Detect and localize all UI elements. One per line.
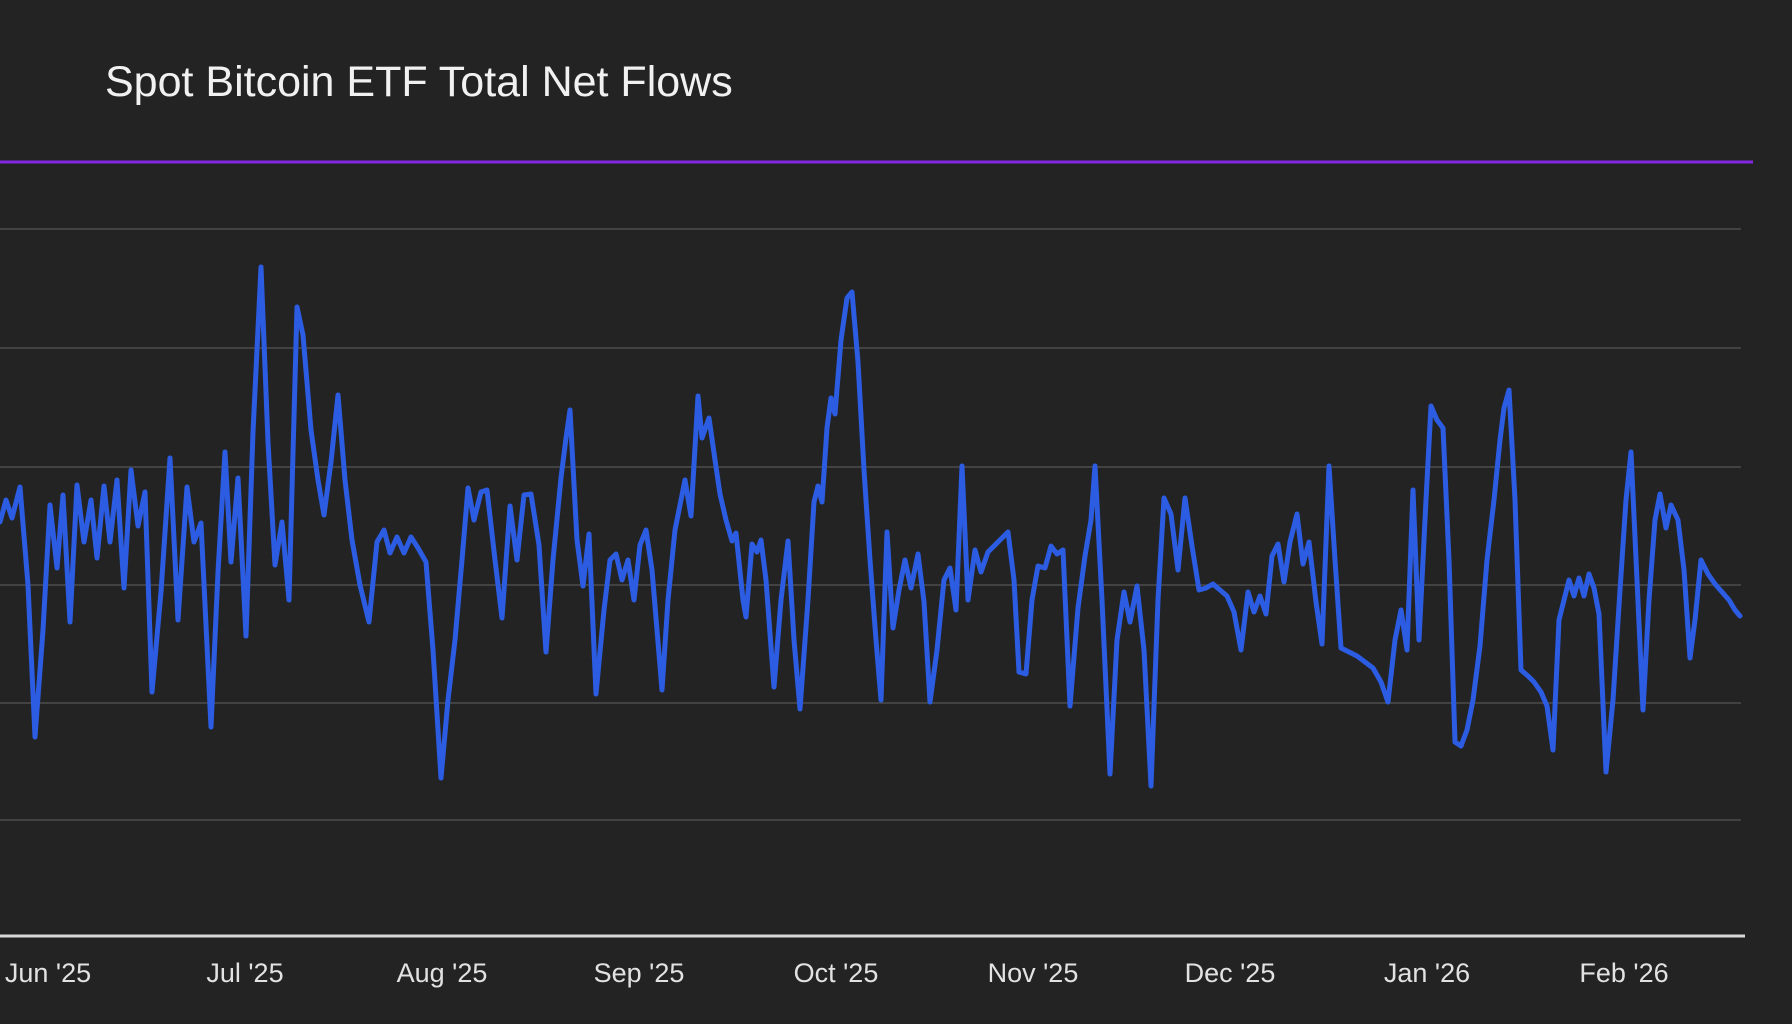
x-axis-labels: Jun '25 Jul '25 Aug '25 Sep '25 Oct '25 Nov '… bbox=[5, 958, 1669, 988]
x-axis-label: Dec '25 bbox=[1185, 958, 1276, 988]
x-axis-label: Jul '25 bbox=[206, 958, 283, 988]
x-axis-label: Jan '26 bbox=[1384, 958, 1470, 988]
x-axis-label: Sep '25 bbox=[594, 958, 685, 988]
x-axis-label: Jun '25 bbox=[5, 958, 91, 988]
x-axis-label: Oct '25 bbox=[794, 958, 879, 988]
x-axis-label: Aug '25 bbox=[397, 958, 488, 988]
chart-title: Spot Bitcoin ETF Total Net Flows bbox=[105, 58, 733, 106]
x-axis-label: Feb '26 bbox=[1579, 958, 1668, 988]
x-axis-label: Nov '25 bbox=[988, 958, 1079, 988]
net-flows-line bbox=[0, 264, 1743, 789]
